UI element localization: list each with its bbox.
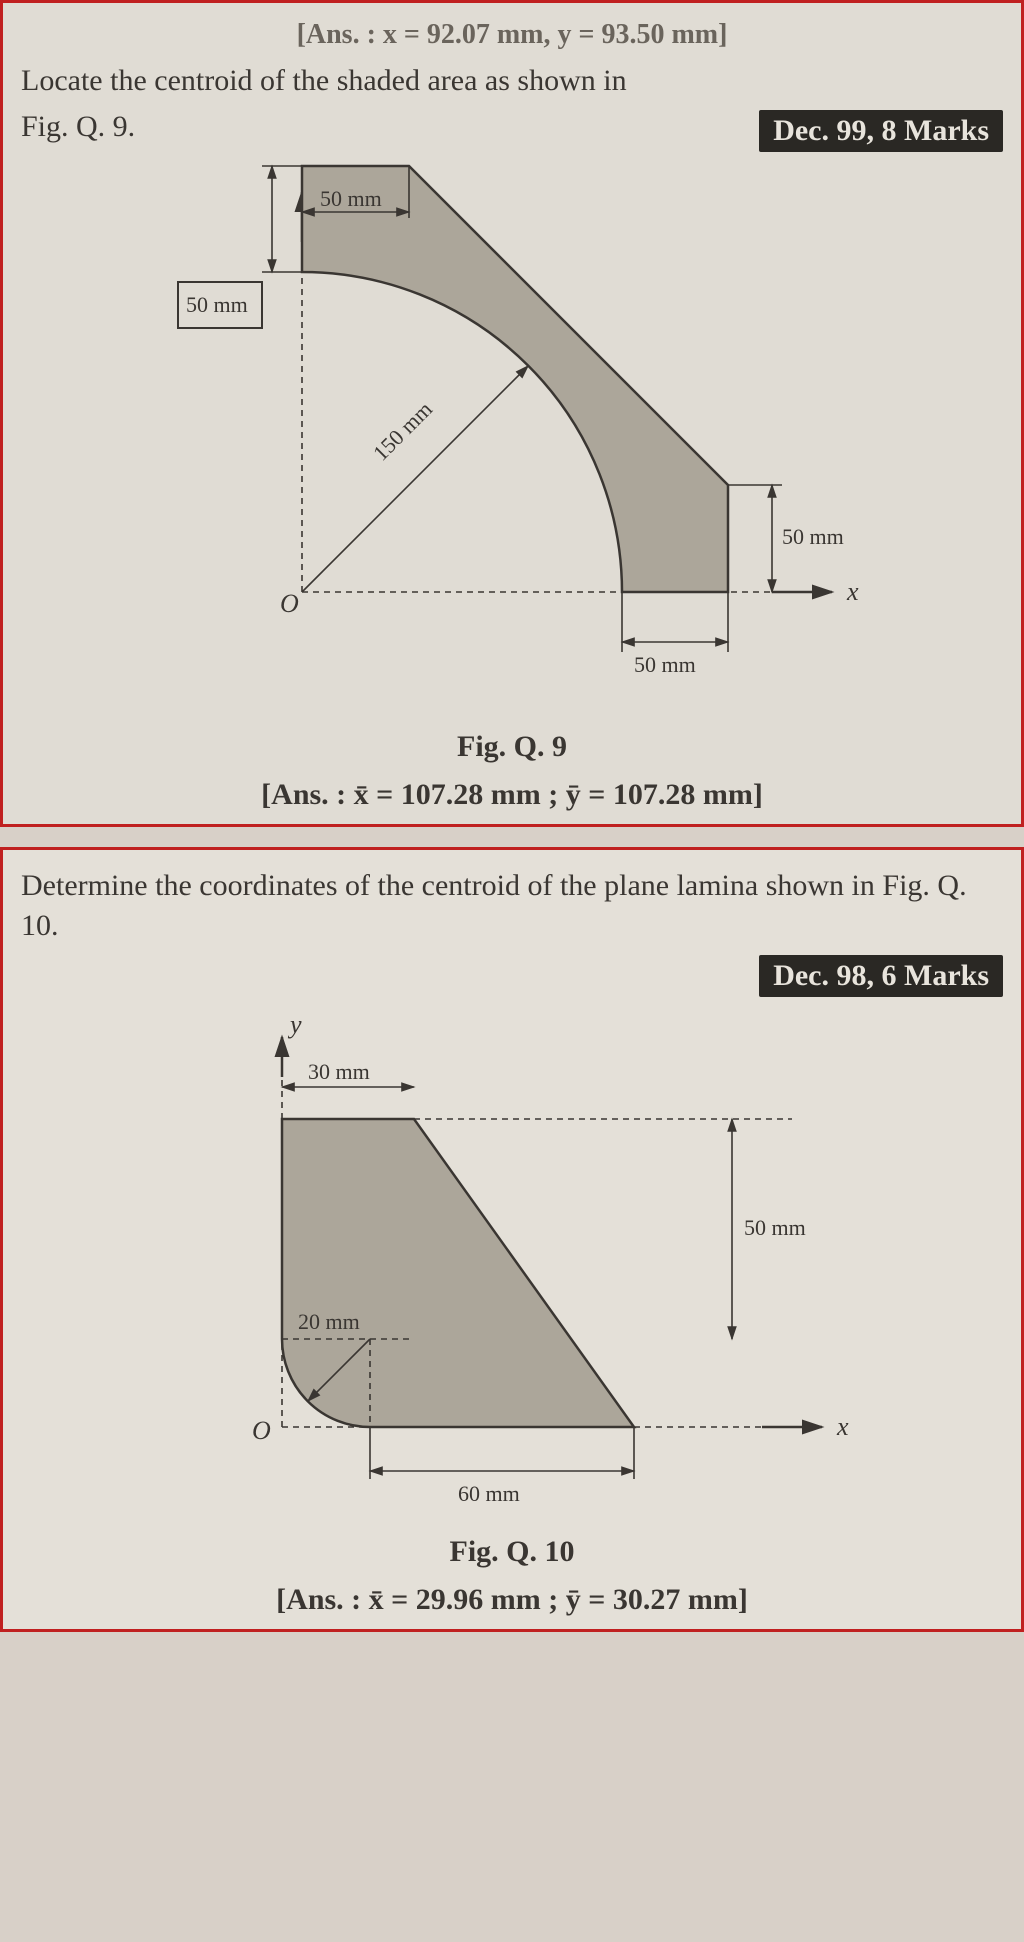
dim-bottom: 50 mm: [634, 652, 696, 677]
x-axis-label: x: [846, 577, 859, 606]
dim-radius: 150 mm: [368, 396, 437, 465]
q9-svg: x y O 150 mm 50 mm 50 mm: [132, 162, 892, 722]
question-10-block: Determine the coordinates of the centroi…: [0, 847, 1024, 1632]
dim-left-group: 50 mm: [178, 166, 302, 328]
q10-figure: x y O 30 mm 50 mm 20 mm 60 mm: [21, 1007, 1003, 1527]
dim-top-10: 30 mm: [308, 1059, 370, 1084]
q10-svg: x y O 30 mm 50 mm 20 mm 60 mm: [132, 1007, 892, 1527]
origin-label: O: [280, 589, 299, 618]
q9-exam-badge: Dec. 99, 8 Marks: [759, 110, 1003, 152]
q9-ref-row: Fig. Q. 9. Dec. 99, 8 Marks: [21, 110, 1003, 152]
q9-answer: [Ans. : x̄ = 107.28 mm ; ȳ = 107.28 mm]: [21, 778, 1003, 812]
dim-base-10: 60 mm: [458, 1481, 520, 1506]
q9-caption: Fig. Q. 9: [21, 730, 1003, 764]
dim-top: 50 mm: [320, 186, 382, 211]
q9-fig-ref: Fig. Q. 9.: [21, 110, 135, 144]
dim-left: 50 mm: [186, 292, 248, 317]
y-axis-label-10: y: [287, 1010, 302, 1039]
q9-question-text: Locate the centroid of the shaded area a…: [21, 61, 1003, 102]
q10-shaded-area: [282, 1119, 634, 1427]
dim-right: 50 mm: [782, 524, 844, 549]
dim-radius-10: 20 mm: [298, 1309, 360, 1334]
q10-ref-row: Dec. 98, 6 Marks: [21, 955, 1003, 997]
question-9-block: [Ans. : x = 92.07 mm, y = 93.50 mm] Loca…: [0, 0, 1024, 827]
q10-caption: Fig. Q. 10: [21, 1535, 1003, 1569]
dim-height-10: 50 mm: [744, 1215, 806, 1240]
q10-answer: [Ans. : x̄ = 29.96 mm ; ȳ = 30.27 mm]: [21, 1583, 1003, 1617]
q9-figure: x y O 150 mm 50 mm 50 mm: [21, 162, 1003, 722]
x-axis-label-10: x: [836, 1412, 849, 1441]
q10-question-text: Determine the coordinates of the centroi…: [21, 866, 1003, 947]
q10-exam-badge: Dec. 98, 6 Marks: [759, 955, 1003, 997]
previous-answer-line: [Ans. : x = 92.07 mm, y = 93.50 mm]: [21, 19, 1003, 51]
origin-label-10: O: [252, 1416, 271, 1445]
